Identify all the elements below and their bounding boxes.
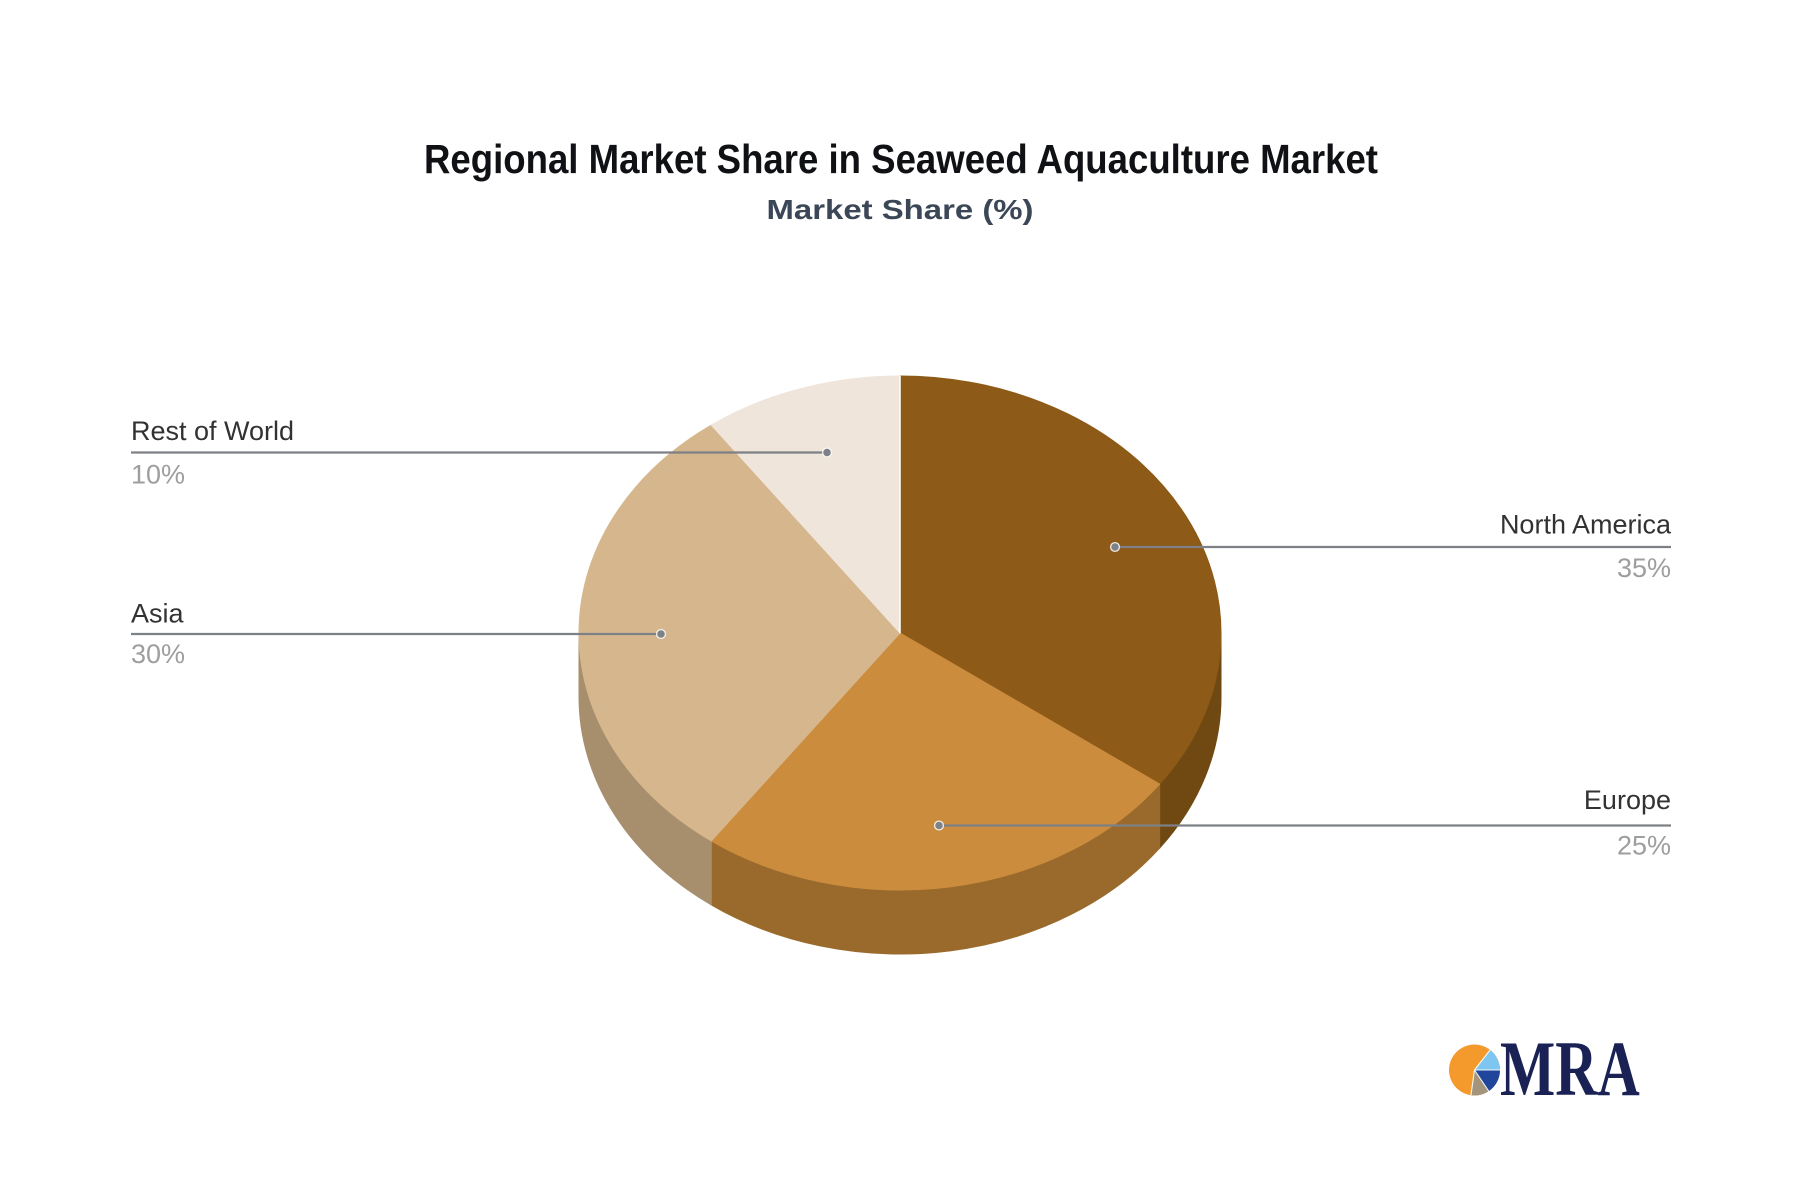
svg-text:Europe: Europe — [1584, 785, 1671, 815]
svg-text:35%: 35% — [1617, 553, 1671, 583]
svg-text:MRA: MRA — [1500, 1026, 1640, 1112]
svg-text:Rest of World: Rest of World — [131, 416, 294, 446]
svg-text:30%: 30% — [131, 639, 185, 669]
svg-text:Asia: Asia — [131, 599, 185, 629]
svg-text:North America: North America — [1500, 510, 1672, 540]
svg-text:Market Share (%): Market Share (%) — [767, 194, 1034, 225]
svg-text:10%: 10% — [131, 460, 185, 490]
svg-text:Regional Market Share in Seawe: Regional Market Share in Seaweed Aquacul… — [424, 136, 1378, 182]
svg-text:25%: 25% — [1617, 830, 1671, 860]
